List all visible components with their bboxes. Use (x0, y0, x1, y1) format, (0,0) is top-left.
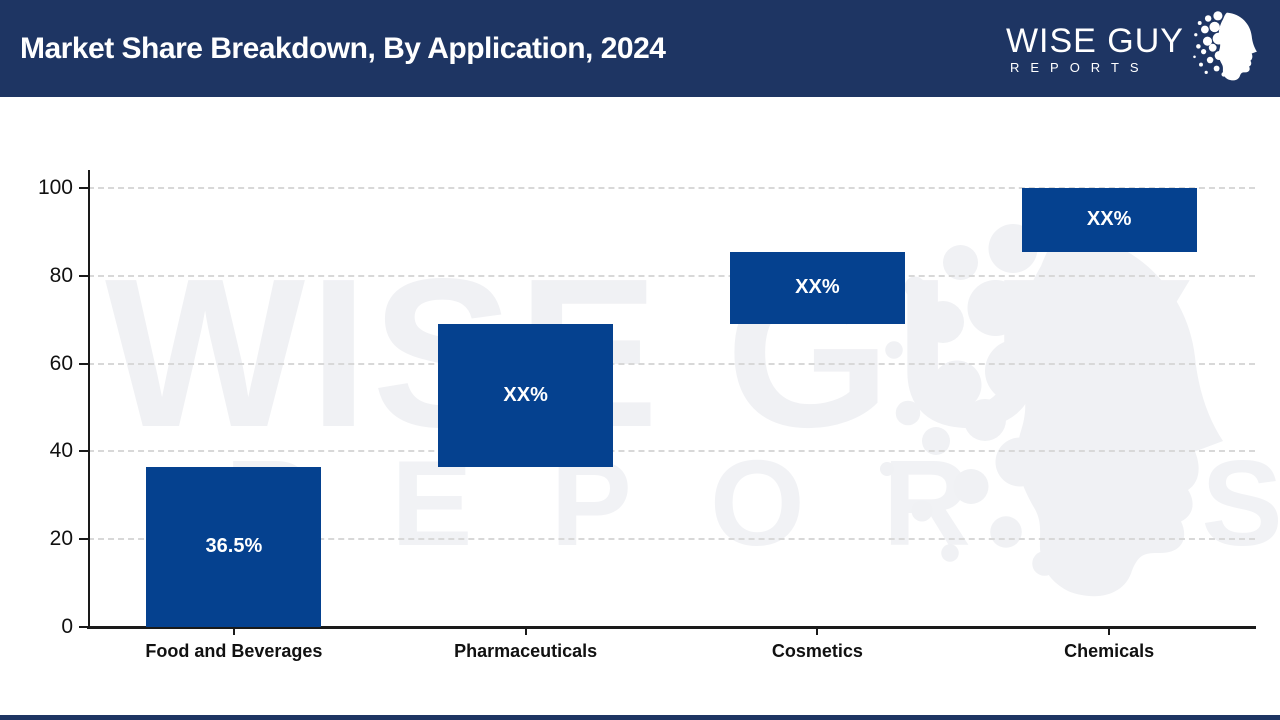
y-tick-label-0: 0 (61, 615, 73, 638)
brand-logo-text: WISE GUY REPORTS (1006, 24, 1184, 74)
y-tick-20 (79, 538, 88, 541)
y-tick-label-20: 20 (49, 527, 73, 551)
brand-logo: WISE GUY REPORTS (1006, 7, 1280, 91)
y-tick-label-60: 60 (49, 351, 73, 375)
brand-name: WISE GUY (1005, 21, 1184, 60)
gridline-100 (88, 187, 1255, 189)
y-tick-40 (79, 450, 88, 453)
x-tick-3 (1108, 627, 1111, 635)
page-title: Market Share Breakdown, By Application, … (20, 31, 666, 65)
bar-value-label: 36.5% (205, 535, 263, 558)
gridline-80 (88, 274, 1255, 277)
category-label-2: Cosmetics (771, 641, 863, 661)
head-profile-dots-icon (1193, 10, 1257, 80)
bar-value-label: XX% (503, 383, 548, 406)
x-tick-2 (816, 627, 819, 635)
bar-chemicals: XX% (1021, 188, 1197, 252)
bar-pharmaceuticals: XX% (438, 324, 614, 467)
category-label-1: Pharmaceuticals (454, 641, 598, 661)
header-bar: Market Share Breakdown, By Application, … (0, 0, 1280, 97)
bar-cosmetics: XX% (729, 251, 905, 325)
gridline-20 (88, 538, 1255, 541)
y-axis (88, 170, 90, 629)
brand-subtitle: REPORTS (1009, 59, 1150, 75)
y-tick-0 (79, 626, 88, 628)
x-tick-1 (524, 627, 527, 635)
bar-value-label: XX% (795, 276, 840, 299)
gridline-60 (88, 362, 1255, 365)
bar-food-and-beverages: 36.5% (146, 466, 322, 627)
category-label-3: Chemicals (1064, 641, 1155, 661)
y-tick-label-100: 100 (37, 176, 73, 199)
y-tick-100 (79, 187, 88, 189)
gridline-40 (88, 450, 1255, 453)
x-tick-0 (232, 627, 235, 635)
chart: WISE GUY REPORTS 0 20 40 60 80 100 36.5% Food a… (0, 97, 1280, 715)
y-tick-60 (79, 362, 88, 365)
watermark-head-profile-dots-icon (880, 224, 1223, 597)
y-tick-80 (79, 274, 88, 277)
bottom-accent-strip (0, 715, 1280, 720)
x-axis (87, 626, 1256, 629)
category-label-0: Food and Beverages (145, 641, 323, 661)
bar-value-label: XX% (1086, 208, 1132, 231)
y-tick-label-80: 80 (49, 263, 73, 287)
y-tick-label-40: 40 (49, 439, 73, 463)
